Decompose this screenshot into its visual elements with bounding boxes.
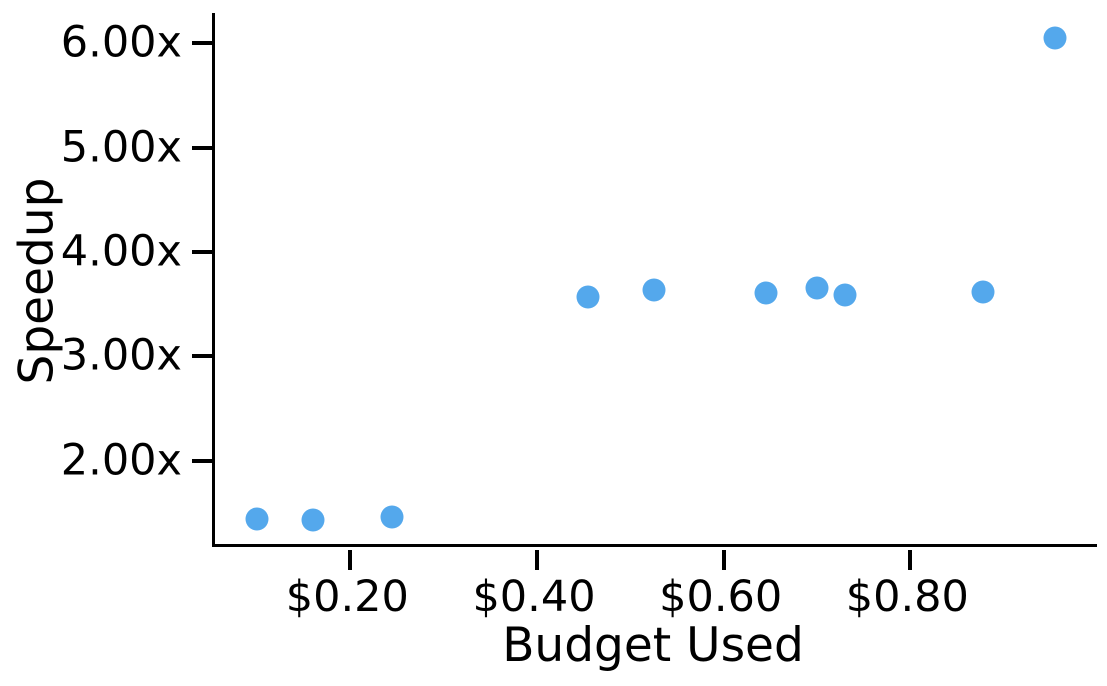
data-point (380, 505, 404, 529)
plot-area (192, 13, 1097, 570)
data-point (971, 280, 995, 304)
x-tick-mark (348, 550, 353, 570)
data-point (833, 283, 857, 307)
y-tick-label: 5.00x (60, 122, 182, 173)
x-tick-mark (908, 550, 913, 570)
data-point (1043, 26, 1067, 50)
data-point (805, 276, 829, 300)
y-tick-label: 3.00x (60, 330, 182, 381)
y-tick-mark (192, 354, 212, 359)
y-tick-mark (192, 458, 212, 463)
data-point (754, 281, 778, 305)
y-tick-mark (192, 249, 212, 254)
data-point (576, 285, 600, 309)
y-tick-mark (192, 41, 212, 46)
y-tick-label: 6.00x (60, 17, 182, 68)
x-tick-mark (535, 550, 539, 570)
y-tick-label: 2.00x (60, 435, 182, 486)
data-point (301, 508, 325, 532)
x-tick-label: $0.20 (285, 572, 409, 622)
y-tick-label: 4.00x (60, 226, 182, 277)
data-point (245, 507, 269, 531)
x-axis-label: Budget Used (502, 618, 804, 673)
x-tick-label: $0.60 (659, 572, 783, 622)
y-tick-mark (192, 145, 212, 150)
x-tick-label: $0.80 (845, 572, 969, 622)
x-tick-mark (721, 550, 726, 570)
x-tick-label: $0.40 (472, 572, 596, 622)
y-axis-label: Speedup (9, 177, 65, 385)
data-point (642, 278, 666, 302)
